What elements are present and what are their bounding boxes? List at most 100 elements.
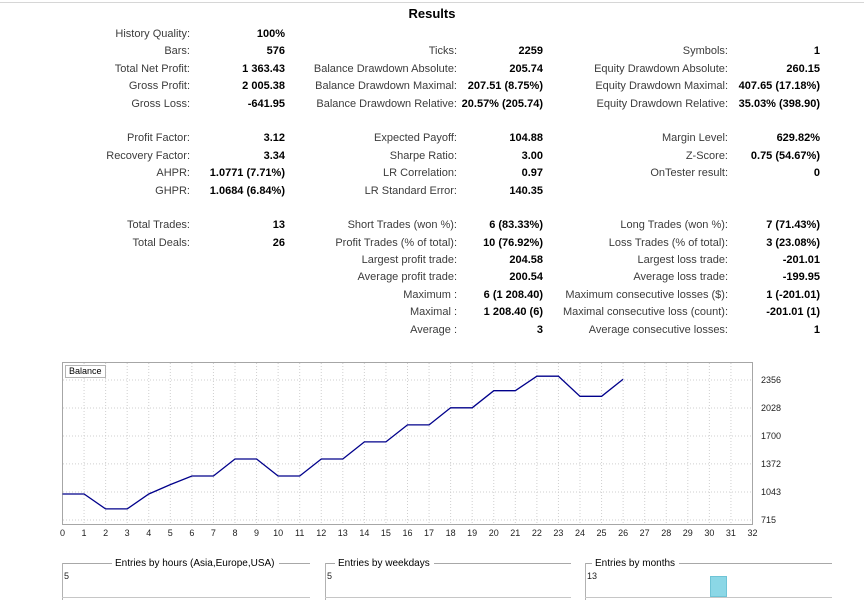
entries-by-hours-panel: Entries by hours (Asia,Europe,USA) 5 — [62, 556, 310, 600]
stat-label: AHPR: — [156, 167, 190, 180]
stat-label: LR Standard Error: — [364, 184, 457, 197]
stat-label: Equity Drawdown Absolute: — [594, 62, 728, 75]
balance-x-tick-label: 20 — [488, 528, 499, 538]
entries-by-weekdays-title: Entries by weekdays — [338, 557, 430, 569]
balance-x-tick-label: 0 — [59, 528, 65, 538]
balance-x-tick-label: 32 — [747, 528, 758, 538]
stat-value: -199.95 — [782, 271, 820, 284]
stat-value: 13 — [272, 219, 285, 232]
stat-value: 0.75 (54.67%) — [750, 149, 820, 162]
stat-label: Gross Loss: — [131, 97, 190, 110]
stat-value: 140.35 — [509, 184, 543, 197]
entries-by-weekdays-header: Entries by weekdays — [325, 556, 571, 570]
balance-x-tick-label: 5 — [167, 528, 173, 538]
header-rule — [62, 562, 112, 564]
top-divider — [0, 2, 864, 3]
balance-x-tick-label: 28 — [661, 528, 672, 538]
balance-y-tick-label: 715 — [761, 514, 777, 525]
stat-label: Loss Trades (% of total): — [608, 236, 728, 249]
balance-x-tick-label: 8 — [232, 528, 238, 538]
balance-y-tick-label: 2356 — [761, 374, 782, 385]
stat-label: Total Net Profit: — [114, 62, 190, 75]
header-rule — [585, 562, 592, 564]
stat-value: 7 (71.43%) — [766, 219, 820, 232]
balance-y-tick-label: 2028 — [761, 402, 782, 413]
stat-label: Short Trades (won %): — [347, 219, 457, 232]
balance-x-tick-label: 26 — [618, 528, 629, 538]
balance-x-tick-label: 19 — [467, 528, 478, 538]
stat-label: Maximum consecutive losses ($): — [565, 288, 728, 301]
balance-x-tick-label: 25 — [596, 528, 607, 538]
stat-label: Average : — [410, 323, 457, 336]
stat-value: 100% — [256, 28, 285, 40]
balance-x-tick-label: 1 — [81, 528, 87, 538]
stat-label: Maximum : — [403, 288, 457, 301]
balance-x-tick-label: 6 — [189, 528, 195, 538]
entries-by-hours-header: Entries by hours (Asia,Europe,USA) — [62, 556, 310, 570]
stat-value: 3.34 — [263, 149, 285, 162]
stat-label: Profit Trades (% of total): — [335, 236, 457, 249]
balance-x-tick-label: 12 — [316, 528, 327, 538]
stat-value: 0 — [813, 167, 820, 180]
stat-value: 407.65 (17.18%) — [738, 80, 820, 93]
balance-x-tick-label: 7 — [210, 528, 216, 538]
entries-by-months-bar — [710, 576, 727, 597]
balance-x-tick-label: 2 — [103, 528, 109, 538]
stat-label: Largest profit trade: — [361, 254, 457, 267]
stat-value: 629.82% — [776, 132, 820, 145]
stat-label: Average profit trade: — [357, 271, 457, 284]
stat-label: Gross Profit: — [128, 80, 190, 93]
balance-x-tick-label: 23 — [553, 528, 564, 538]
stat-value: 3 — [536, 323, 543, 336]
entries-by-months-header: Entries by months — [585, 556, 832, 570]
balance-plot-area: Balance — [62, 362, 753, 525]
stat-value: 3 (23.08%) — [766, 236, 820, 249]
stat-value: 207.51 (8.75%) — [467, 80, 543, 93]
balance-legend-label: Balance — [65, 365, 106, 378]
stat-label: Balance Drawdown Maximal: — [315, 80, 457, 93]
stat-value: 20.57% (205.74) — [461, 97, 543, 110]
entries-by-hours-y-axis — [62, 563, 63, 600]
balance-x-tick-label: 13 — [337, 528, 348, 538]
balance-x-tick-label: 29 — [682, 528, 693, 538]
stat-value: 1 208.40 (6) — [483, 306, 543, 319]
stat-value: 204.58 — [509, 254, 543, 267]
balance-x-tick-label: 3 — [124, 528, 130, 538]
stat-value: 205.74 — [509, 62, 543, 75]
entries-by-months-y-max-label: 13 — [587, 571, 598, 581]
stat-label: LR Correlation: — [383, 167, 457, 180]
stat-label: Largest loss trade: — [637, 254, 729, 267]
balance-x-tick-label: 22 — [531, 528, 542, 538]
stat-value: 26 — [272, 236, 285, 249]
stat-label: Ticks: — [428, 45, 457, 58]
stat-label: Bars: — [164, 45, 190, 58]
balance-line — [62, 375, 624, 510]
stat-value: 3.00 — [521, 149, 543, 162]
header-rule — [325, 562, 335, 564]
balance-y-tick-label: 1700 — [761, 430, 782, 441]
balance-x-tick-label: 11 — [295, 528, 305, 538]
stat-value: 1 — [813, 323, 820, 336]
stat-label: Profit Factor: — [127, 132, 190, 145]
entries-by-months-baseline — [585, 597, 832, 598]
stat-value: 1 363.43 — [242, 62, 285, 75]
stat-label: GHPR: — [155, 184, 190, 197]
balance-x-tick-label: 10 — [273, 528, 284, 538]
stat-value: 576 — [266, 45, 285, 58]
stat-value: 10 (76.92%) — [483, 236, 543, 249]
stat-label: Long Trades (won %): — [620, 219, 728, 232]
balance-y-tick-label: 1372 — [761, 458, 782, 469]
entries-by-hours-y-max-label: 5 — [64, 571, 70, 581]
entries-by-weekdays-baseline — [325, 597, 571, 598]
balance-y-tick-label: 1043 — [761, 486, 782, 497]
entries-by-weekdays-y-axis — [325, 563, 326, 600]
stat-value: 0.97 — [521, 167, 543, 180]
header-rule — [679, 562, 832, 564]
stat-label: Balance Drawdown Relative: — [316, 97, 457, 110]
stat-value: -201.01 — [782, 254, 820, 267]
entries-by-weekdays-panel: Entries by weekdays 5 — [325, 556, 571, 600]
stat-label: Sharpe Ratio: — [389, 149, 457, 162]
stat-value: 1 — [813, 45, 820, 58]
stat-value: 1.0771 (7.71%) — [209, 167, 285, 180]
balance-chart-svg — [62, 362, 753, 525]
